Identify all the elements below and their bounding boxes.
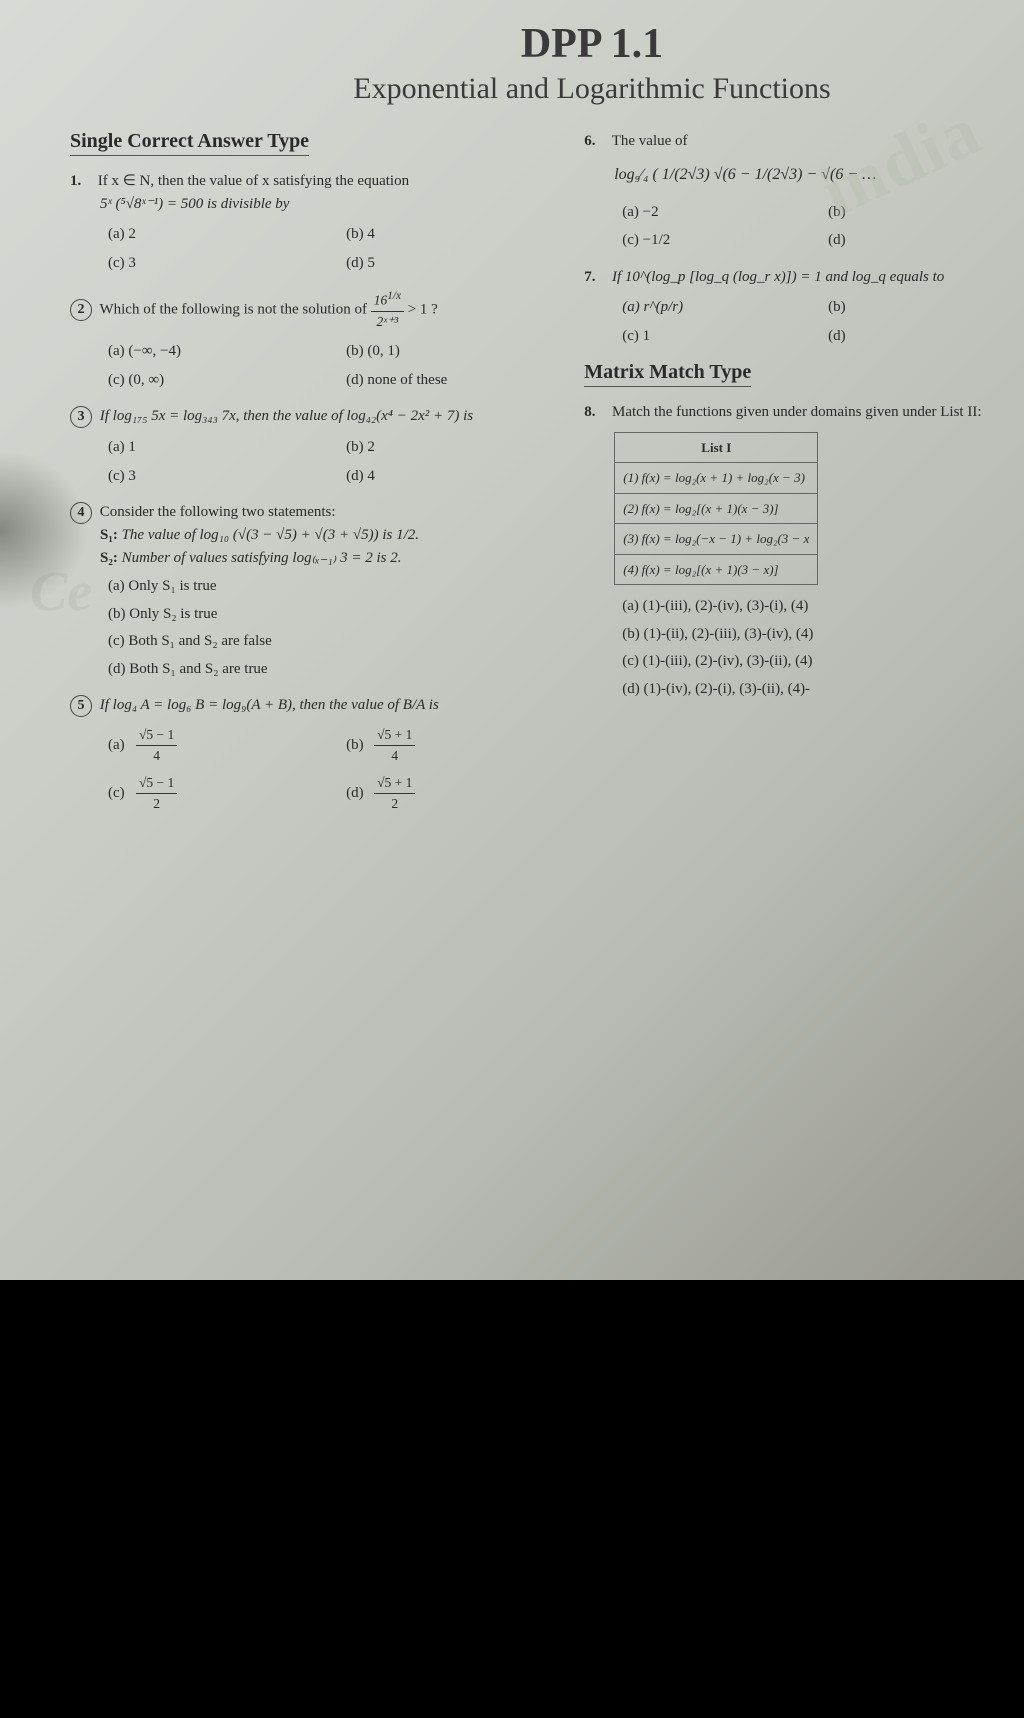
q5-opt-d: (d)√5 + 12 (346, 773, 564, 815)
content-columns: Single Correct Answer Type 1. If x ∈ N, … (70, 130, 1014, 828)
q5-opt-a: (a)√5 − 14 (108, 725, 326, 767)
q6-text: The value of (612, 133, 688, 149)
q4-s2-text: Number of values satisfying log₍ₓ₋₁₎ 3 =… (122, 550, 402, 566)
q1-options: (a) 2 (b) 4 (c) 3 (d) 5 (100, 223, 564, 274)
question-5: 5 If log₄ A = log₆ B = log₉(A + B), then… (70, 694, 564, 814)
q4-opt-b: (b) Only S₂ is true (108, 603, 564, 626)
q3-text: If log₁₇₅ 5x = log₃₄₃ 7x, then the value… (100, 408, 473, 424)
q6-number: 6. (584, 130, 608, 153)
black-bar (0, 1280, 1024, 1718)
q6-opt-b: (b) (828, 201, 1014, 224)
section-single-correct: Single Correct Answer Type (70, 130, 309, 156)
q2-frac-exp: 1/x (387, 290, 401, 302)
section-matrix-match: Matrix Match Type (584, 361, 751, 387)
q8-number: 8. (584, 401, 608, 424)
q8-row-4: (4) f(x) = log₂[(x + 1)(3 − x)] (615, 554, 818, 585)
q4-s1-label: S₁: (100, 527, 118, 543)
q7-number: 7. (584, 266, 608, 289)
q1-opt-d: (d) 5 (346, 252, 564, 275)
q8-row-1: (1) f(x) = log₂(x + 1) + log₂(x − 3) (615, 463, 818, 494)
q2-frac-num: 16 (374, 293, 388, 308)
q6-opt-c: (c) −1/2 (622, 229, 808, 252)
q4-number: 4 (70, 502, 92, 524)
q2-opt-c: (c) (0, ∞) (108, 369, 326, 392)
q5-opt-c: (c)√5 − 12 (108, 773, 326, 815)
right-column: 6. The value of log₉⁄₄ ( 1/(2√3) √(6 − 1… (584, 130, 1014, 828)
q1-number: 1. (70, 170, 94, 193)
q8-opt-a: (a) (1)-(iii), (2)-(iv), (3)-(i), (4) (622, 595, 1014, 618)
q5-text: If log₄ A = log₆ B = log₉(A + B), then t… (100, 697, 439, 713)
q6-opt-d: (d) (828, 229, 1014, 252)
q8-text: Match the functions given under domains … (612, 404, 982, 420)
dpp-number: DPP 1.1 (170, 20, 1014, 68)
q8-list-header: List I (615, 432, 818, 463)
q7-options: (a) r^(p/r) (b) (c) 1 (d) (614, 296, 1014, 347)
q2-text: Which of the following is not the soluti… (99, 301, 366, 317)
question-2: 2 Which of the following is not the solu… (70, 288, 564, 391)
page: india Ce DPP 1.1 Exponential and Logarit… (0, 0, 1024, 1280)
q3-opt-d: (d) 4 (346, 465, 564, 488)
q1-text: If x ∈ N, then the value of x satisfying… (98, 173, 409, 189)
chapter-title: Exponential and Logarithmic Functions (170, 72, 1014, 106)
q3-opt-c: (c) 3 (108, 465, 326, 488)
q4-opt-d: (d) Both S₁ and S₂ are true (108, 658, 564, 681)
q6-options: (a) −2 (b) (c) −1/2 (d) (614, 201, 1014, 252)
q4-options: (a) Only S₁ is true (b) Only S₂ is true … (100, 575, 564, 680)
q1-opt-c: (c) 3 (108, 252, 326, 275)
q8-opt-c: (c) (1)-(iii), (2)-(iv), (3)-(ii), (4) (622, 650, 1014, 673)
q8-table: List I (1) f(x) = log₂(x + 1) + log₂(x −… (614, 432, 818, 586)
question-7: 7. If 10^(log_p [log_q (log_r x)]) = 1 a… (584, 266, 1014, 348)
q8-options: (a) (1)-(iii), (2)-(iv), (3)-(i), (4) (b… (614, 595, 1014, 700)
question-3: 3 If log₁₇₅ 5x = log₃₄₃ 7x, then the val… (70, 405, 564, 487)
left-column: Single Correct Answer Type 1. If x ∈ N, … (70, 130, 564, 828)
q7-opt-b: (b) (828, 296, 1014, 319)
question-1: 1. If x ∈ N, then the value of x satisfy… (70, 170, 564, 274)
q7-opt-c: (c) 1 (622, 325, 808, 348)
q4-opt-a: (a) Only S₁ is true (108, 575, 564, 598)
q1-opt-a: (a) 2 (108, 223, 326, 246)
q7-opt-a: (a) r^(p/r) (622, 296, 808, 319)
q7-text: If 10^(log_p [log_q (log_r x)]) = 1 and … (612, 269, 944, 285)
q6-formula: log₉⁄₄ ( 1/(2√3) √(6 − 1/(2√3) − √(6 − … (614, 163, 1014, 187)
q1-formula: 5ˣ (⁵√8ˣ⁻¹) = 500 is divisible by (100, 196, 289, 212)
q3-number: 3 (70, 406, 92, 428)
q2-tail: > 1 ? (408, 301, 438, 317)
q4-text: Consider the following two statements: (100, 504, 336, 520)
q6-opt-a: (a) −2 (622, 201, 808, 224)
q2-opt-d: (d) none of these (346, 369, 564, 392)
q3-options: (a) 1 (b) 2 (c) 3 (d) 4 (100, 436, 564, 487)
q5-opt-b: (b)√5 + 14 (346, 725, 564, 767)
q2-frac-den: 2ˣ⁺³ (371, 312, 404, 332)
question-6: 6. The value of log₉⁄₄ ( 1/(2√3) √(6 − 1… (584, 130, 1014, 252)
q2-number: 2 (70, 299, 92, 321)
q8-opt-d: (d) (1)-(iv), (2)-(i), (3)-(ii), (4)- (622, 678, 1014, 701)
q8-opt-b: (b) (1)-(ii), (2)-(iii), (3)-(iv), (4) (622, 623, 1014, 646)
question-8: 8. Match the functions given under domai… (584, 401, 1014, 700)
q1-opt-b: (b) 4 (346, 223, 564, 246)
q4-s1-text: The value of log₁₀ (√(3 − √5) + √(3 + √5… (122, 527, 419, 543)
q7-opt-d: (d) (828, 325, 1014, 348)
q5-options: (a)√5 − 14 (b)√5 + 14 (c)√5 − 12 (d)√5 +… (100, 725, 564, 814)
q2-opt-a: (a) (−∞, −4) (108, 340, 326, 363)
q5-number: 5 (70, 695, 92, 717)
q2-options: (a) (−∞, −4) (b) (0, 1) (c) (0, ∞) (d) n… (100, 340, 564, 391)
q4-opt-c: (c) Both S₁ and S₂ are false (108, 630, 564, 653)
q8-row-2: (2) f(x) = log₂[(x + 1)(x − 3)] (615, 493, 818, 524)
q4-s2-label: S₂: (100, 550, 118, 566)
q3-opt-b: (b) 2 (346, 436, 564, 459)
q3-opt-a: (a) 1 (108, 436, 326, 459)
q8-row-3: (3) f(x) = log₂(−x − 1) + log₂(3 − x (615, 524, 818, 555)
question-4: 4 Consider the following two statements:… (70, 501, 564, 680)
q2-opt-b: (b) (0, 1) (346, 340, 564, 363)
